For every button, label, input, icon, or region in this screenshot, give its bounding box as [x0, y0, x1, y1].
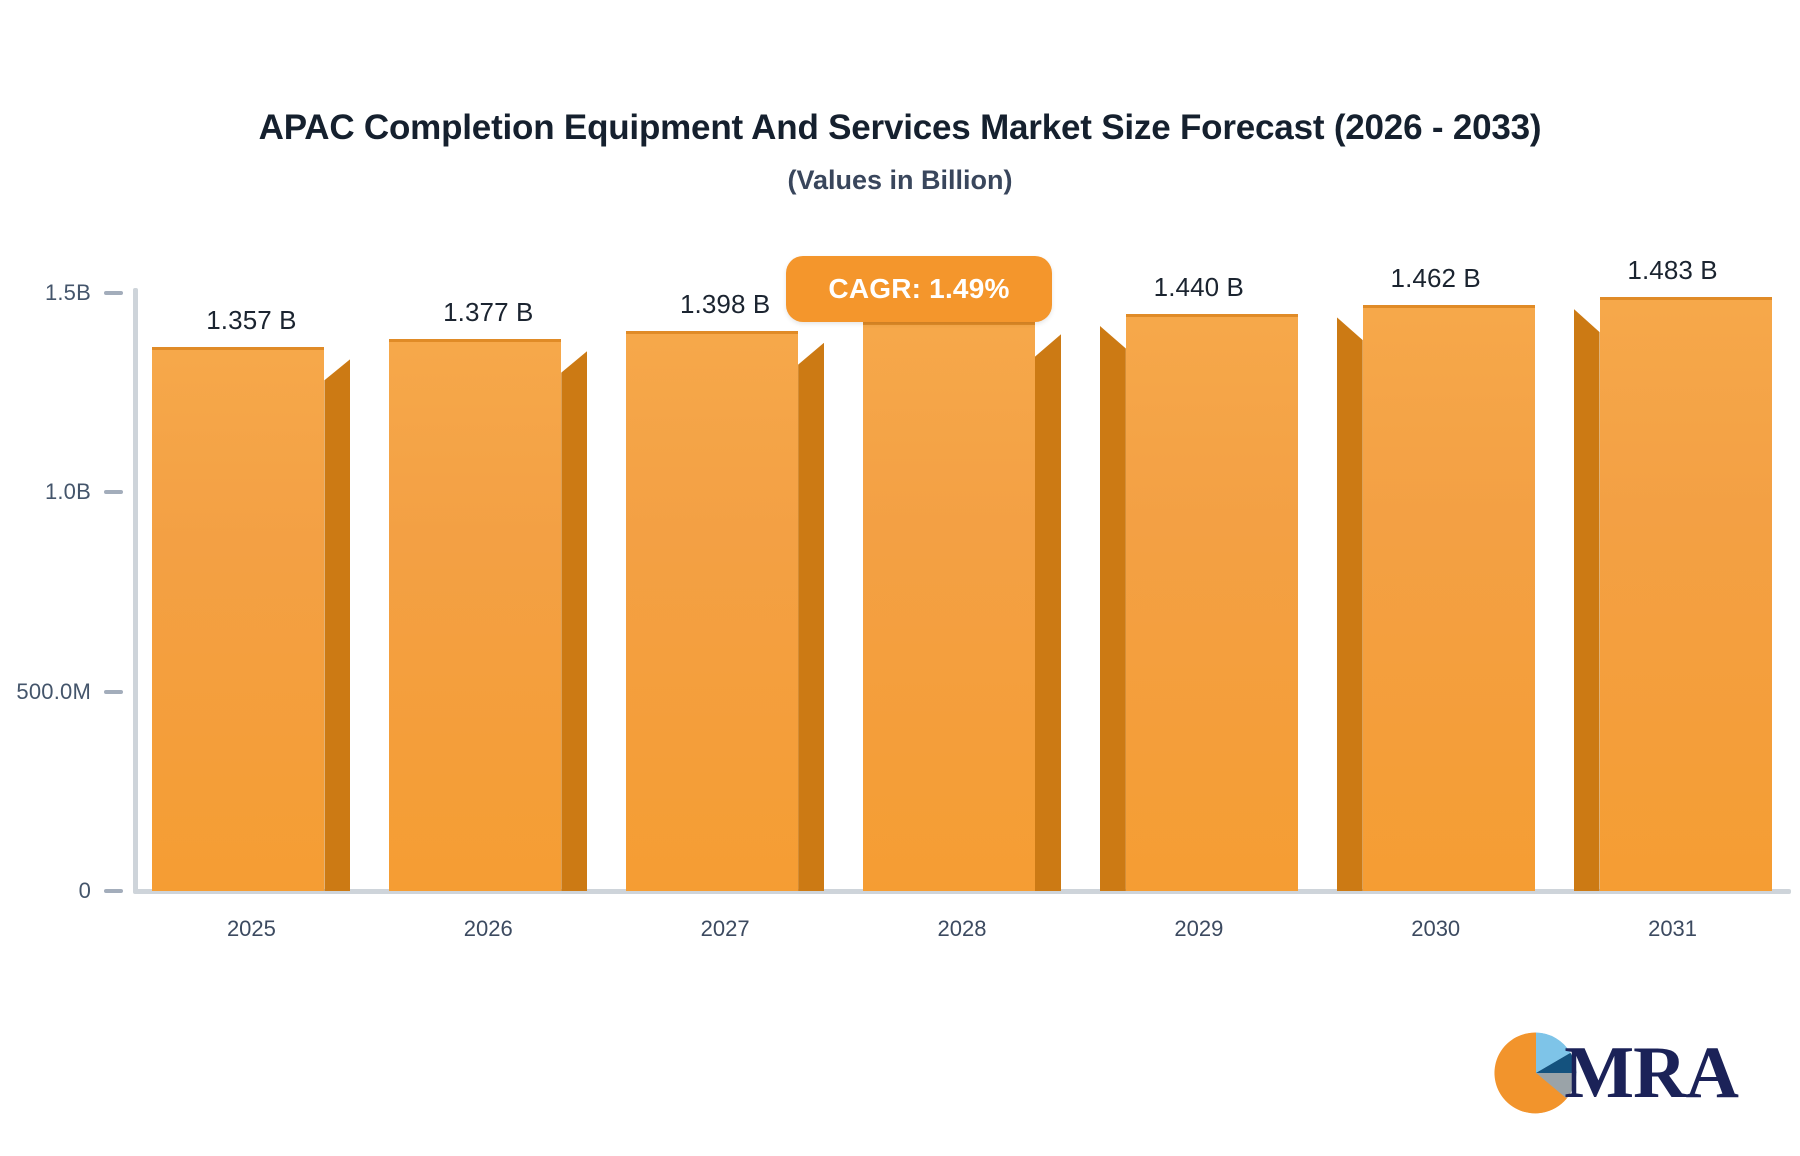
bar-value-label: 1.462 B — [1390, 263, 1481, 294]
x-axis-tick-label-2030: 2030 — [1411, 916, 1461, 941]
bar-2025[interactable]: 1.357 B — [152, 230, 351, 891]
bar-value-label: 1.357 B — [206, 305, 297, 336]
x-axis-line — [133, 889, 1791, 894]
chart-subtitle: (Values in Billion) — [787, 165, 1013, 196]
bar-series: 1.357 B 1.377 B 1.398 B 1.440 B 1.462 B 1.483… — [133, 230, 1791, 891]
bar-front-face — [1125, 313, 1298, 891]
y-axis-tick-dash — [104, 889, 123, 893]
y-axis-tick-label: 500.0M — [16, 678, 91, 704]
x-axis-tick-label-2027: 2027 — [700, 916, 750, 941]
y-axis-tick-dash — [104, 490, 123, 495]
bar-value-label: 1.483 B — [1627, 254, 1718, 285]
bar-body — [1099, 313, 1298, 891]
bar-front-face — [863, 322, 1035, 891]
x-axis-tick-label-2026: 2026 — [463, 916, 513, 941]
chart-header: APAC Completion Equipment And Services M… — [0, 0, 1800, 196]
brand-logo: MRA — [1494, 1030, 1739, 1116]
bar-side-face — [1336, 317, 1363, 891]
bar-value-label: 1.440 B — [1153, 271, 1245, 302]
bar-side-face — [1035, 334, 1061, 891]
bar-side-face — [1099, 325, 1126, 891]
bar-body — [863, 322, 1061, 891]
y-axis-tick-label: 1.0B — [44, 479, 91, 505]
bar-body — [1573, 296, 1772, 891]
bar-front-face — [152, 347, 325, 891]
bar-body — [626, 330, 825, 891]
x-axis-tick-label-2025: 2025 — [226, 916, 276, 941]
brand-logo-text: MRA — [1564, 1032, 1739, 1114]
bar-side-face — [561, 351, 588, 891]
bar-body — [1336, 305, 1535, 891]
bar-2027[interactable]: 1.398 B — [626, 230, 825, 891]
y-axis-tick-label: 0 — [78, 878, 91, 903]
bar-2028[interactable] — [863, 230, 1061, 891]
x-axis-tick-label-2031: 2031 — [1648, 916, 1698, 941]
bar-2030[interactable]: 1.462 B — [1336, 230, 1535, 891]
x-axis-tick-label-2029: 2029 — [1174, 916, 1224, 941]
bar-2029[interactable]: 1.440 B — [1099, 230, 1298, 891]
bar-2031[interactable]: 1.483 B — [1573, 230, 1772, 891]
page-title: APAC Completion Equipment And Services M… — [258, 108, 1542, 147]
y-axis-tick-dash — [104, 291, 123, 295]
bar-body — [389, 339, 588, 891]
bar-2026[interactable]: 1.377 B — [389, 230, 588, 891]
bar-value-label: 1.398 B — [679, 288, 771, 319]
bar-front-face — [626, 330, 799, 891]
bar-front-face — [1599, 296, 1772, 891]
bar-side-face — [1573, 308, 1600, 891]
cagr-badge-label: CAGR: 1.49% — [828, 273, 1010, 304]
bar-front-face — [389, 339, 562, 891]
y-axis-spine — [133, 288, 138, 893]
bar-value-label: 1.377 B — [443, 297, 534, 328]
x-axis-tick-label-2028: 2028 — [937, 916, 987, 941]
y-axis-tick-dash — [104, 689, 123, 694]
bar-body — [152, 347, 351, 891]
cagr-badge: CAGR: 1.49% — [786, 256, 1052, 322]
y-axis-tick-label: 1.5B — [44, 280, 91, 305]
bar-side-face — [798, 342, 825, 891]
bar-side-face — [324, 359, 351, 891]
pie-chart-icon — [1494, 1032, 1577, 1114]
bar-front-face — [1362, 305, 1535, 891]
